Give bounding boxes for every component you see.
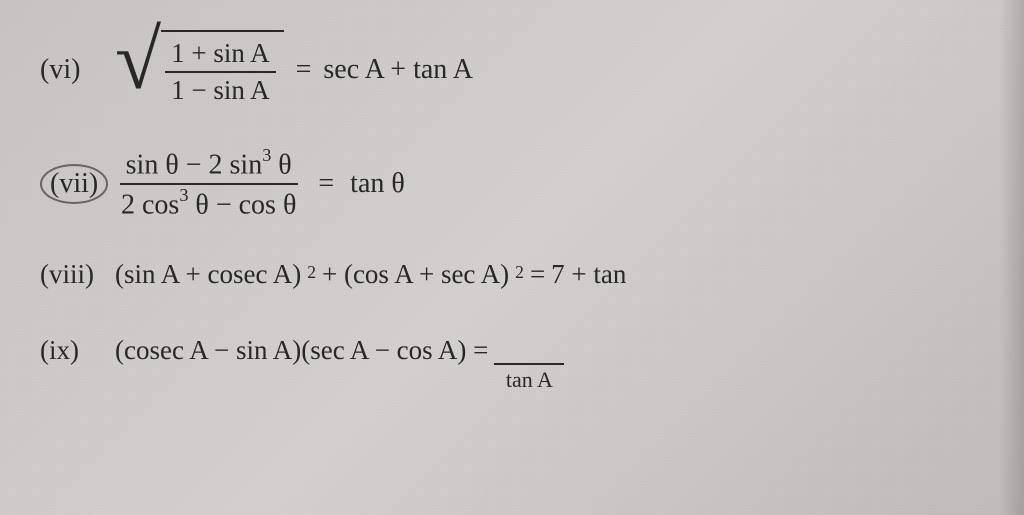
frac-den-vii: 2 cos3 θ − cos θ (115, 185, 302, 223)
problem-viii-math: (sin A + cosec A)2 + (cos A + sec A)2 = … (115, 259, 626, 290)
sup-3-num: 3 (262, 145, 271, 165)
num-part-b: θ (271, 149, 291, 180)
rhs-vi: sec A + tan A (323, 54, 473, 86)
fraction-ix: tan A (494, 343, 564, 395)
problem-vi: (vi) √ 1 + sin A 1 − sin A = sec A + tan… (30, 30, 994, 110)
radical-icon: √ (115, 36, 161, 116)
problem-ix: (ix) (cosec A − sin A)(sec A − cos A) = … (30, 325, 994, 377)
problem-vii: (vii) sin θ − 2 sin3 θ 2 cos3 θ − cos θ … (30, 145, 994, 224)
problem-viii-label: (viii) (30, 259, 115, 290)
page-shadow (999, 0, 1024, 515)
rhs-vii: tan θ (350, 168, 405, 200)
sup-2-b: 2 (515, 262, 524, 283)
lhs-a: (sin A + cosec A) (115, 259, 301, 290)
problem-vi-math: √ 1 + sin A 1 − sin A = sec A + tan A (115, 30, 473, 110)
lhs-ix: (cosec A − sin A)(sec A − cos A) = (115, 335, 488, 366)
frac-num: 1 + sin A (165, 36, 276, 73)
sqrt-body: 1 + sin A 1 − sin A (161, 30, 284, 110)
circled-label: (vii) (40, 164, 108, 204)
equals-sign-vii: = (318, 168, 334, 200)
sqrt-expression: √ 1 + sin A 1 − sin A (115, 30, 284, 110)
frac-num-vii: sin θ − 2 sin3 θ (120, 145, 298, 185)
problem-ix-math: (cosec A − sin A)(sec A − cos A) = tan A (115, 325, 564, 377)
problem-vii-math: sin θ − 2 sin3 θ 2 cos3 θ − cos θ = tan … (115, 145, 405, 224)
fraction-vii: sin θ − 2 sin3 θ 2 cos3 θ − cos θ (115, 145, 302, 224)
frac-den: 1 − sin A (165, 73, 276, 108)
equals-sign: = (296, 54, 312, 86)
den-part-b: θ − cos θ (188, 190, 296, 221)
sup-3-den: 3 (179, 185, 188, 205)
rhs-viii: 7 + tan (551, 259, 626, 290)
frac-num-ix (494, 343, 564, 365)
fraction-vi: 1 + sin A 1 − sin A (165, 36, 276, 108)
num-part-a: sin θ − 2 sin (126, 149, 263, 180)
equals-viii: = (530, 259, 545, 290)
sup-2-a: 2 (307, 262, 316, 283)
den-part-a: 2 cos (121, 190, 179, 221)
problem-vii-label: (vii) (30, 164, 115, 204)
problem-ix-label: (ix) (30, 335, 115, 366)
problem-vi-label: (vi) (30, 54, 115, 86)
problem-viii: (viii) (sin A + cosec A) 2 + (cos A + sec… (30, 259, 994, 290)
mid: + (cos A + sec A) (322, 259, 509, 290)
frac-den-ix: tan A (500, 365, 559, 395)
